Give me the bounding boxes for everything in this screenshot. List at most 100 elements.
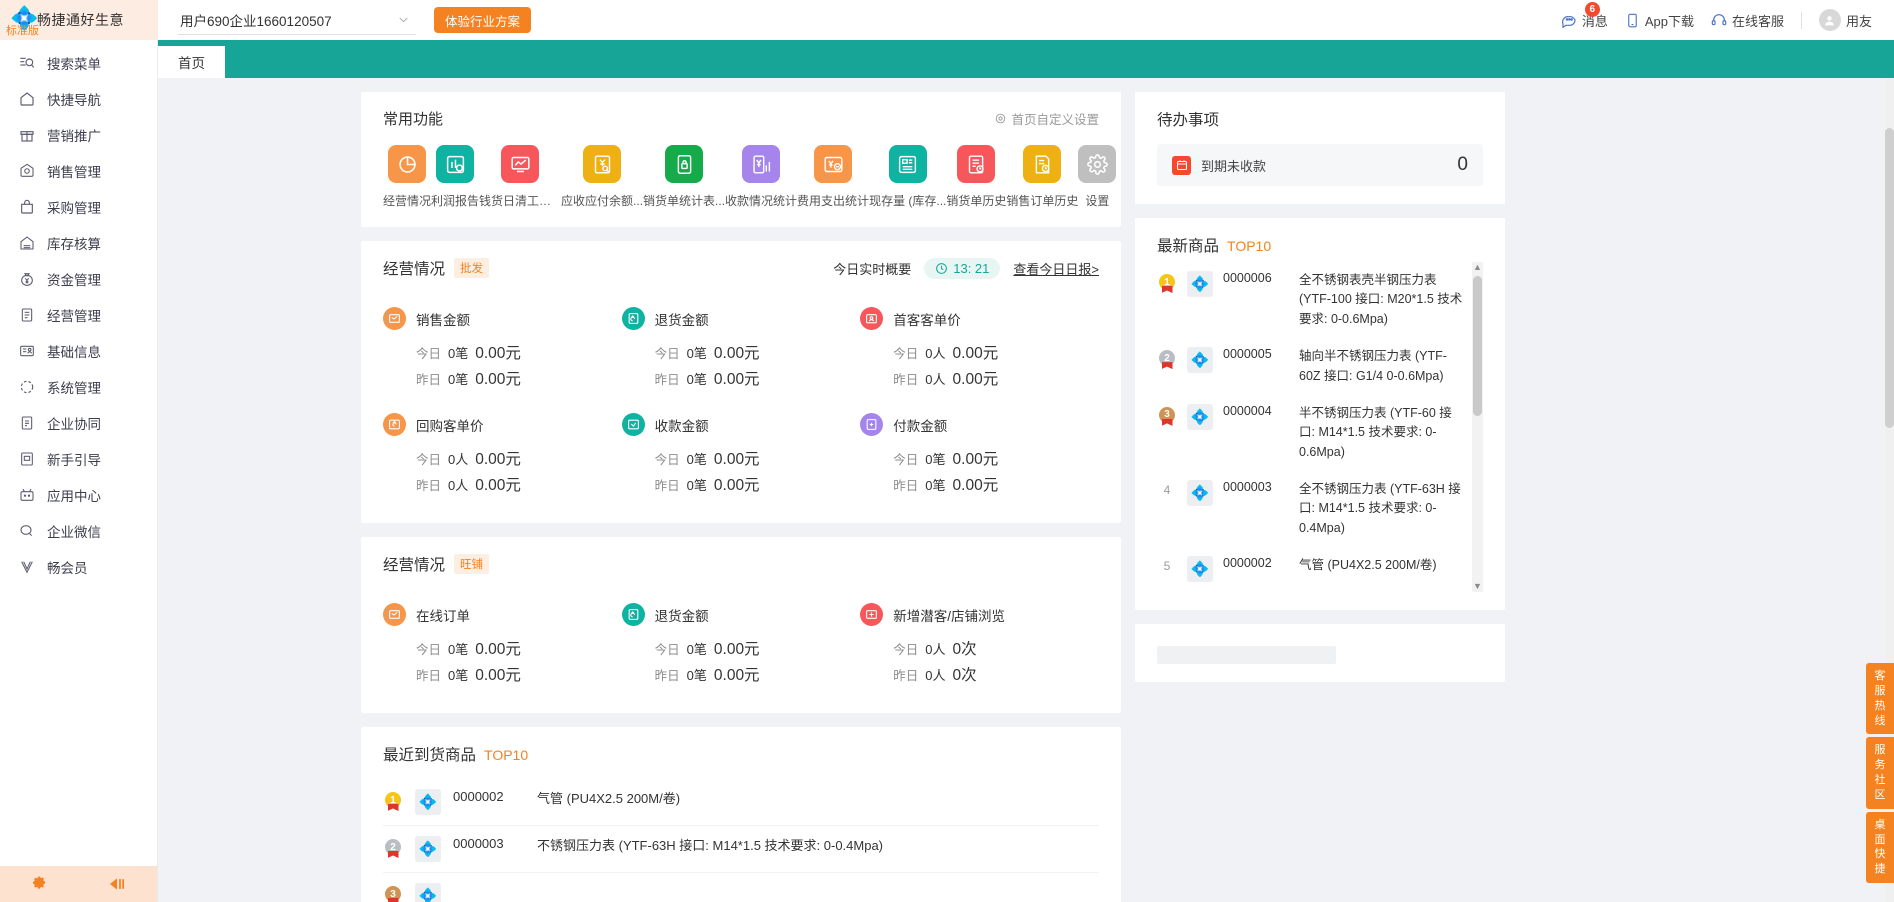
metric-header: 在线订单 [383,603,622,626]
metric-row: 昨日 0人 0次 [893,663,1099,685]
caret-down-icon[interactable]: ▼ [1473,581,1482,591]
common-functions-title: 常用功能 [383,111,444,128]
section-title: 经营情况 [383,557,446,574]
metric-count: 0笔 [448,346,469,361]
gear-icon[interactable] [31,876,47,892]
metric-row: 昨日 0人 0.00元 [416,473,622,495]
sidebar-item-guide[interactable]: 新手引导 [0,441,157,477]
messages-button[interactable]: 消息 6 [1561,1,1608,30]
new-products-list: 1 💠 0000006 全不锈钢表壳半钢压力表 (YTF-100 接口: M20… [1157,262,1483,592]
function-item-receipt-statistics[interactable]: 收款情况统计 [725,145,797,209]
divider [1800,11,1802,29]
list-item[interactable]: 1 💠 0000002 气管 (PU4X2.5 200M/卷) [383,779,1099,826]
page-scrollbar-thumb[interactable] [1885,128,1894,428]
metric-row: 今日 0笔 0.00元 [893,447,1099,469]
metric-day: 今日 [654,453,680,467]
product-code: 0000002 [453,789,504,804]
caret-up-icon[interactable]: ▲ [1473,262,1482,272]
sidebar-item-purchase[interactable]: 采购管理 [0,189,157,225]
metric-count: 0人 [925,642,946,657]
time-value: 13: 21 [953,260,990,276]
sales-icon [18,163,35,180]
metric-online-order: 在线订单 今日 0笔 0.00元 [383,589,622,689]
list-item[interactable]: 1 💠 0000006 全不锈钢表壳半钢压力表 (YTF-100 接口: M20… [1157,262,1467,338]
left-column: 常用功能 首页自定义设置 [361,92,1121,902]
list-item[interactable]: 5 💠 0000002 气管 (PU4X2.5 200M/卷) [1157,547,1467,591]
scrollbar-track[interactable]: ▲ ▼ [1472,262,1483,592]
float-tab-hotline[interactable]: 客服 热线 [1866,663,1894,735]
product-code: 0000003 [1223,480,1272,494]
metric-header: 销售金额 [383,307,622,330]
list-item[interactable]: 3 💠 [383,873,1099,902]
function-item-profit-report[interactable]: 利润报告 [431,145,479,209]
messages-label: 消息 [1581,13,1608,29]
bar-report-icon [436,145,475,183]
user-menu[interactable]: 用友 [1818,9,1872,31]
function-item-operations[interactable]: 经营情况 [383,145,431,209]
trial-solution-button[interactable]: 体验行业方案 [434,7,532,33]
function-item-receivable-balance[interactable]: 应收应付余额... [561,145,643,209]
sidebar-item-marketing[interactable]: 营销推广 [0,117,157,153]
todo-item-overdue-receivable[interactable]: 到期未收款 0 [1157,144,1483,186]
common-functions-grid: 经营情况 利润报告 [383,145,1117,209]
top-right-actions: 消息 6 App下载 在线客服 [1561,1,1894,31]
function-item-daily-workbench[interactable]: 钱货日清工作台 [479,145,561,209]
collapse-icon[interactable] [108,877,126,891]
new-customer-icon [860,307,884,330]
section-title: 最近到货商品 [383,747,477,764]
sidebar-item-system[interactable]: 系统管理 [0,369,157,405]
function-label: 利润报告 [431,194,480,208]
sidebar-item-sales[interactable]: 销售管理 [0,153,157,189]
sidebar-item-label: 库存核算 [47,237,101,252]
list-item[interactable]: 6 💠 0000001 单丝 [1157,591,1467,592]
metric-row: 昨日 0笔 0.00元 [655,473,861,495]
company-selector[interactable]: 用户690企业1660120507 [178,5,416,35]
app-download-button[interactable]: App下载 [1625,11,1694,30]
section-title: 经营情况 [383,261,446,278]
rank-medal-silver-icon: 2 [383,836,403,858]
sidebar-item-basic-info[interactable]: 基础信息 [0,333,157,369]
page-scrollbar-track[interactable] [1885,78,1894,902]
function-label: 费用支出统计 [797,194,870,208]
scrollbar-thumb[interactable] [1473,276,1482,416]
float-tab-community[interactable]: 服务 社区 [1866,737,1894,809]
function-item-order-history[interactable]: 销售订单历史 [1006,145,1078,209]
sidebar-item-operations[interactable]: 经营管理 [0,297,157,333]
function-item-sales-statistics[interactable]: 销货单统计表... [643,145,725,209]
sidebar-item-inventory[interactable]: 库存核算 [0,225,157,261]
metric-header: 退货金额 [621,307,861,330]
function-item-settings[interactable]: 设置 [1078,145,1117,209]
metric-rows: 今日 0笔 0.00元 昨日 0笔 0.00元 [622,637,861,685]
function-item-stock-quantity[interactable]: 现存量 (库存... [869,145,946,209]
sidebar-item-search-menu[interactable]: 搜索菜单 [0,45,157,81]
sidebar-item-wechat-work[interactable]: 企业微信 [0,513,157,549]
function-item-expense-statistics[interactable]: 费用支出统计 [797,145,869,209]
sidebar-item-funds[interactable]: 资金管理 [0,261,157,297]
list-item[interactable]: 2 💠 0000003 不锈钢压力表 (YTF-63H 接口: M14*1.5 … [383,826,1099,873]
sidebar-item-quick-nav[interactable]: 快捷导航 [0,81,157,117]
metric-retail-return-amount: 退货金额 今日 0笔 0.00元 [621,589,861,689]
function-item-sales-order-history[interactable]: 销货单历史 [946,145,1006,209]
sidebar-item-app-center[interactable]: 应用中心 [0,477,157,513]
float-tab-desktop-shortcut[interactable]: 桌面 快捷 [1866,811,1894,884]
float-tab-line1: 服务 [1874,744,1886,772]
metric-row: 昨日 0人 0.00元 [893,367,1099,389]
metric-day: 昨日 [416,373,442,387]
function-label: 经营情况 [383,194,432,208]
recent-goods-list: 1 💠 0000002 气管 (PU4X2.5 200M/卷) [383,779,1099,902]
list-item[interactable]: 3 💠 0000004 半不锈钢压力表 (YTF-60 接口: M14*1.5 … [1157,395,1467,471]
list-item[interactable]: 4 💠 0000003 全不锈钢压力表 (YTF-63H 接口: M14*1.5… [1157,471,1467,547]
online-service-button[interactable]: 在线客服 [1711,11,1784,30]
sidebar-item-vip[interactable]: 畅会员 [0,549,157,585]
home-customize-settings-button[interactable]: 首页自定义设置 [994,109,1099,128]
app-download-label: App下载 [1644,13,1694,29]
float-tab-line1: 客服 [1874,670,1886,697]
sidebar-footer [0,866,157,902]
app-body: 搜索菜单 快捷导航 营销推广 [0,40,1894,902]
clipboard-icon [18,307,35,324]
metric-count: 0笔 [925,452,946,467]
sidebar-item-collaboration[interactable]: 企业协同 [0,405,157,441]
daily-report-link[interactable]: 查看今日日报> [1013,261,1099,277]
list-item[interactable]: 2 💠 0000005 轴向半不锈钢压力表 (YTF-60Z 接口: G1/4 … [1157,338,1467,395]
tab-home[interactable]: 首页 [158,46,225,78]
